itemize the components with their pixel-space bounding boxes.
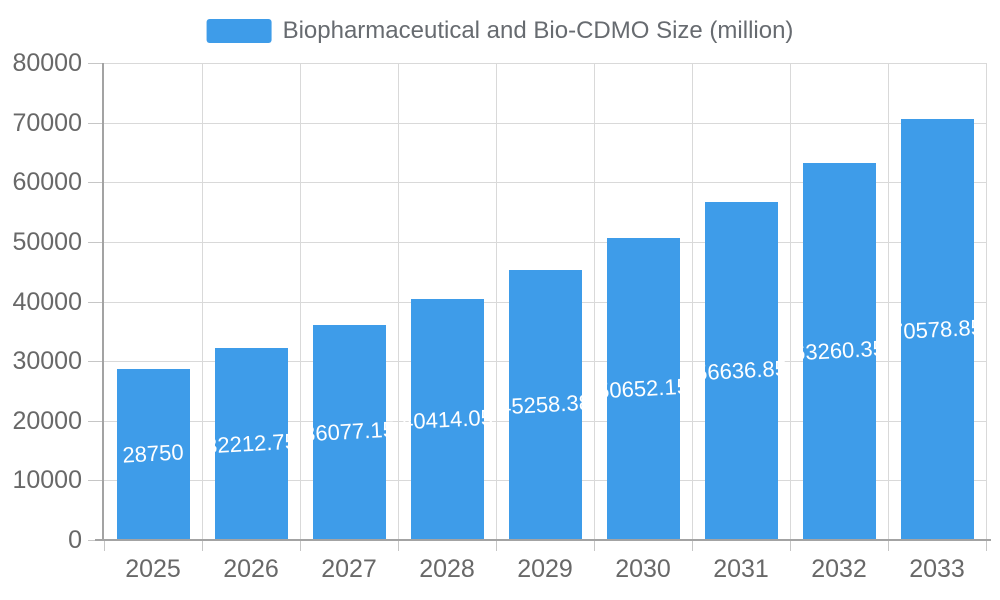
x-axis-tick	[692, 541, 693, 551]
y-axis-tick-label: 60000	[12, 168, 82, 197]
bar: 56636.85	[694, 202, 787, 540]
bar-value-label: 36077.15	[302, 417, 396, 447]
y-axis-tick-label: 70000	[12, 108, 82, 137]
bar-value-label: 56636.85	[694, 355, 788, 386]
y-axis-tick	[88, 122, 103, 124]
x-axis-category-label: 2028	[419, 555, 475, 583]
y-axis-tick	[88, 301, 103, 303]
x-axis-category-label: 2026	[223, 555, 279, 583]
x-axis-tick	[300, 541, 301, 551]
bar-value-label: 40414.05	[400, 404, 494, 434]
bar-value-label: 63260.35	[792, 336, 886, 366]
y-axis-tick-label: 20000	[12, 406, 82, 435]
y-axis-tick	[88, 241, 103, 243]
bar: 45258.38	[498, 270, 591, 540]
bar-value-label: 45258.38	[498, 389, 592, 420]
x-axis-category-label: 2030	[615, 555, 671, 583]
h-gridline	[104, 63, 986, 64]
y-axis-tick-label: 30000	[12, 347, 82, 376]
y-axis-tick-label: 10000	[12, 466, 82, 495]
y-axis-tick	[88, 361, 103, 363]
bar-value-label: 70578.85	[890, 314, 984, 344]
x-axis-tick	[790, 541, 791, 551]
y-axis-tick-label: 80000	[12, 49, 82, 77]
bar-value-label: 28750	[121, 439, 185, 468]
x-axis-category-label: 2033	[909, 555, 965, 583]
legend-swatch-icon	[206, 19, 272, 43]
x-axis-line	[95, 539, 991, 541]
bar: 50652.15	[596, 238, 689, 540]
bar-value-label: 32212.75	[204, 428, 298, 459]
x-axis-category-label: 2027	[321, 555, 377, 583]
bar: 36077.15	[302, 324, 395, 540]
y-axis-tick-label: 0	[68, 526, 82, 554]
y-axis-tick-label: 50000	[12, 227, 82, 256]
h-gridline	[104, 241, 986, 243]
h-gridline	[104, 182, 986, 184]
y-axis-tick	[88, 63, 103, 64]
y-axis-tick	[88, 420, 103, 422]
x-axis-category-label: 2029	[517, 555, 573, 583]
bar: 32212.75	[204, 347, 297, 540]
x-axis-tick	[496, 541, 497, 551]
bar: 63260.35	[792, 162, 885, 540]
bar: 40414.05	[400, 299, 493, 540]
x-axis-tick	[104, 541, 105, 551]
x-axis-category-label: 2031	[713, 555, 769, 583]
x-axis-category-label: 2025	[125, 555, 181, 583]
y-axis-line	[102, 63, 104, 541]
bar: 70578.85	[890, 119, 983, 540]
y-axis-tick-label: 40000	[12, 287, 82, 316]
h-gridline	[104, 122, 986, 124]
x-axis-tick	[202, 541, 203, 551]
y-axis-tick	[88, 182, 103, 184]
y-axis-tick	[88, 480, 103, 482]
x-axis-tick	[986, 541, 987, 551]
v-gridline	[986, 63, 987, 540]
x-axis-tick	[594, 541, 595, 551]
legend-item[interactable]: Biopharmaceutical and Bio-CDMO Size (mil…	[206, 17, 794, 45]
x-axis-tick	[398, 541, 399, 551]
x-axis-tick	[888, 541, 889, 551]
bar: 28750	[116, 368, 190, 540]
plot-area: 28750 32212.75 36077.15 40414.05 45258.38 506…	[104, 63, 987, 540]
legend-label: Biopharmaceutical and Bio-CDMO Size (mil…	[282, 17, 794, 44]
bar-value-label: 50652.15	[596, 373, 690, 404]
x-axis-category-label: 2032	[811, 555, 867, 583]
